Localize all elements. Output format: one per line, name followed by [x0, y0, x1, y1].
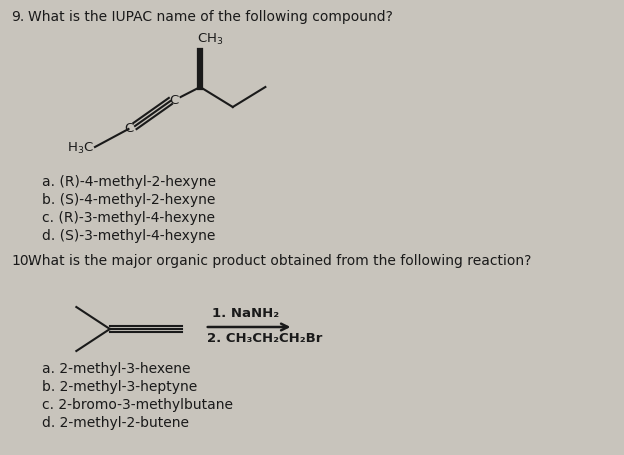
- Text: C: C: [124, 121, 133, 134]
- Text: H$_3$C: H$_3$C: [67, 140, 94, 155]
- Text: 9.: 9.: [11, 10, 24, 24]
- Text: 2. CH₃CH₂CH₂Br: 2. CH₃CH₂CH₂Br: [207, 331, 322, 344]
- Text: a. (R)-4-methyl-2-hexyne: a. (R)-4-methyl-2-hexyne: [42, 175, 216, 188]
- Text: CH$_3$: CH$_3$: [197, 32, 224, 47]
- Text: b. (S)-4-methyl-2-hexyne: b. (S)-4-methyl-2-hexyne: [42, 192, 215, 207]
- Text: C: C: [170, 93, 178, 106]
- Text: b. 2-methyl-3-heptyne: b. 2-methyl-3-heptyne: [42, 379, 197, 393]
- Text: d. 2-methyl-2-butene: d. 2-methyl-2-butene: [42, 415, 189, 429]
- Text: d. (S)-3-methyl-4-hexyne: d. (S)-3-methyl-4-hexyne: [42, 228, 215, 243]
- Text: a. 2-methyl-3-hexene: a. 2-methyl-3-hexene: [42, 361, 190, 375]
- Text: 10.: 10.: [11, 253, 33, 268]
- Text: 1. NaNH₂: 1. NaNH₂: [212, 306, 280, 319]
- Text: c. 2-bromo-3-methylbutane: c. 2-bromo-3-methylbutane: [42, 397, 233, 411]
- Text: c. (R)-3-methyl-4-hexyne: c. (R)-3-methyl-4-hexyne: [42, 211, 215, 224]
- Text: What is the IUPAC name of the following compound?: What is the IUPAC name of the following …: [28, 10, 392, 24]
- Text: What is the major organic product obtained from the following reaction?: What is the major organic product obtain…: [28, 253, 531, 268]
